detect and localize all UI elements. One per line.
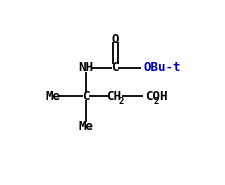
Text: O: O <box>112 33 119 46</box>
Text: H: H <box>159 90 167 103</box>
Text: NH: NH <box>78 61 93 74</box>
Text: C: C <box>82 90 89 103</box>
Text: C: C <box>112 61 119 74</box>
Text: CH: CH <box>106 90 121 103</box>
Text: CO: CO <box>145 90 160 103</box>
Text: Me: Me <box>78 120 93 133</box>
Text: OBu-t: OBu-t <box>143 61 181 74</box>
Text: 2: 2 <box>153 97 158 106</box>
Text: Me: Me <box>45 90 60 103</box>
Text: 2: 2 <box>118 97 124 106</box>
